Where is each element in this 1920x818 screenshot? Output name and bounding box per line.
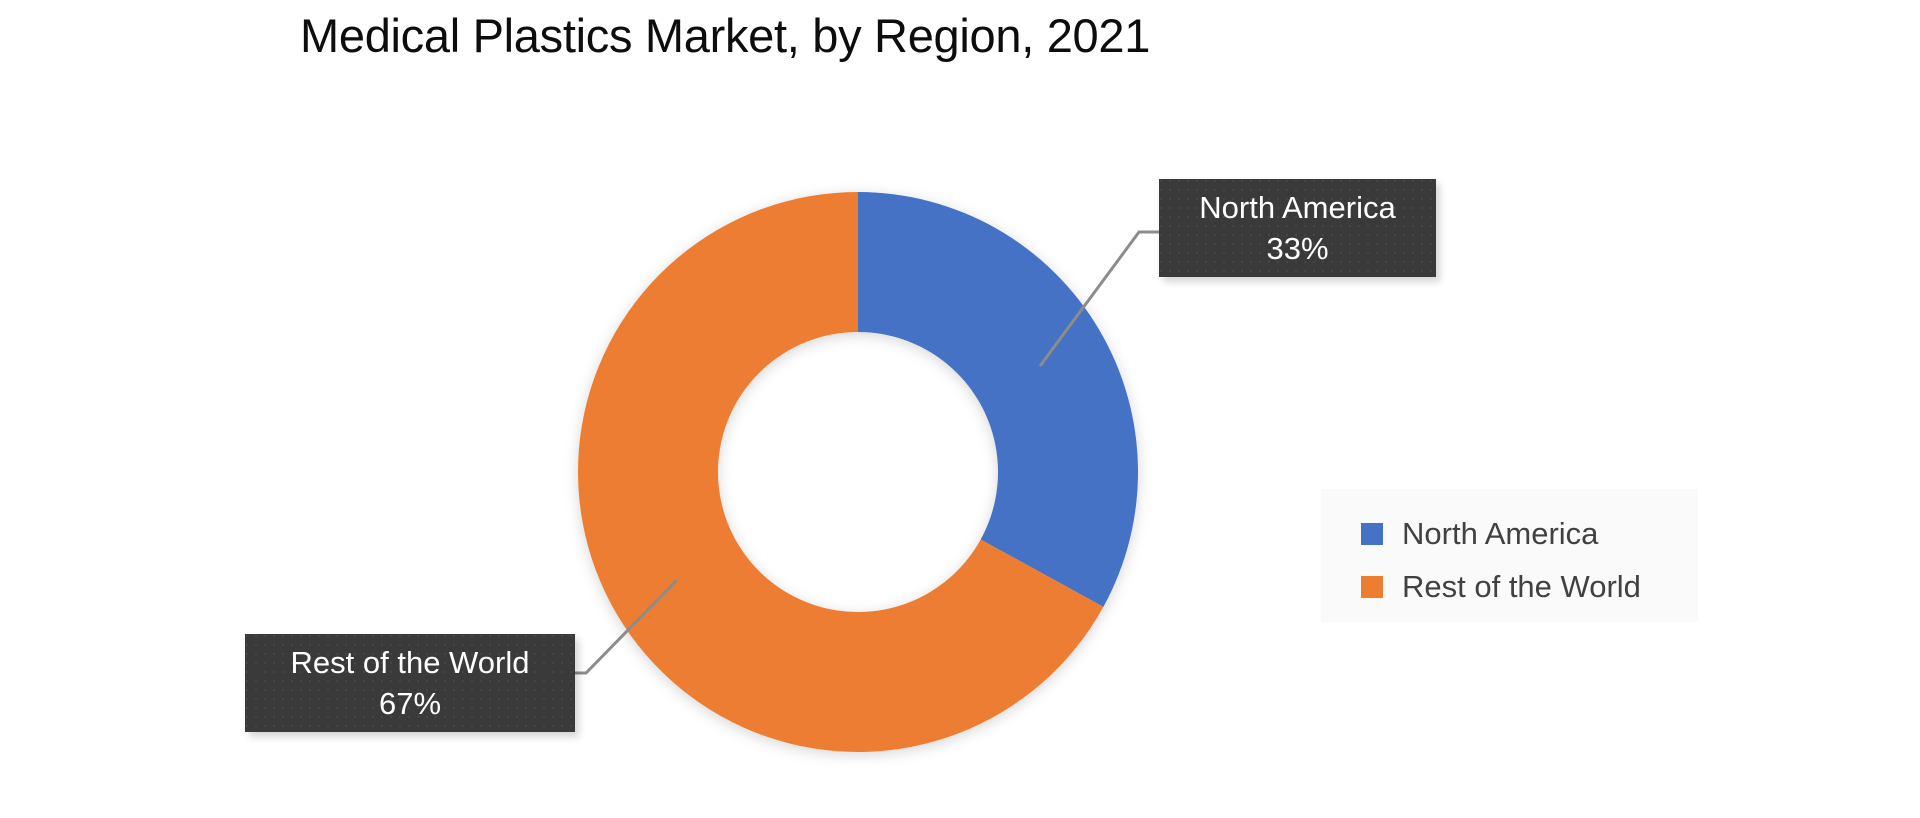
donut-slice-north-america[interactable] [858,192,1138,607]
data-label-rest-of-the-world-value: 67% [378,685,442,721]
legend-swatch-icon-rest-of-the-world [1361,575,1383,598]
donut-slice-rest-of-the-world[interactable] [578,192,1104,752]
data-label-north-america-name: North America [1199,190,1396,225]
donut-slices [578,192,1138,752]
data-label-north-america: North America 33% [1159,179,1436,277]
chart-legend: North America Rest of the World [1321,489,1698,622]
donut-chart-svg [578,192,1138,752]
data-label-rest-of-the-world: Rest of the World 67% [245,634,575,732]
legend-label-rest-of-the-world: Rest of the World [1402,569,1641,604]
legend-label-north-america: North America [1402,516,1599,551]
legend-swatch-icon-north-america [1361,522,1383,545]
legend-item-rest-of-the-world[interactable]: Rest of the World [1361,564,1698,609]
legend-item-north-america[interactable]: North America [1361,511,1698,556]
data-label-north-america-value: 33% [1266,230,1329,266]
page-title: Medical Plastics Market, by Region, 2021 [300,9,1151,62]
donut-chart [578,192,1138,752]
data-label-rest-of-the-world-name: Rest of the World [290,645,530,680]
